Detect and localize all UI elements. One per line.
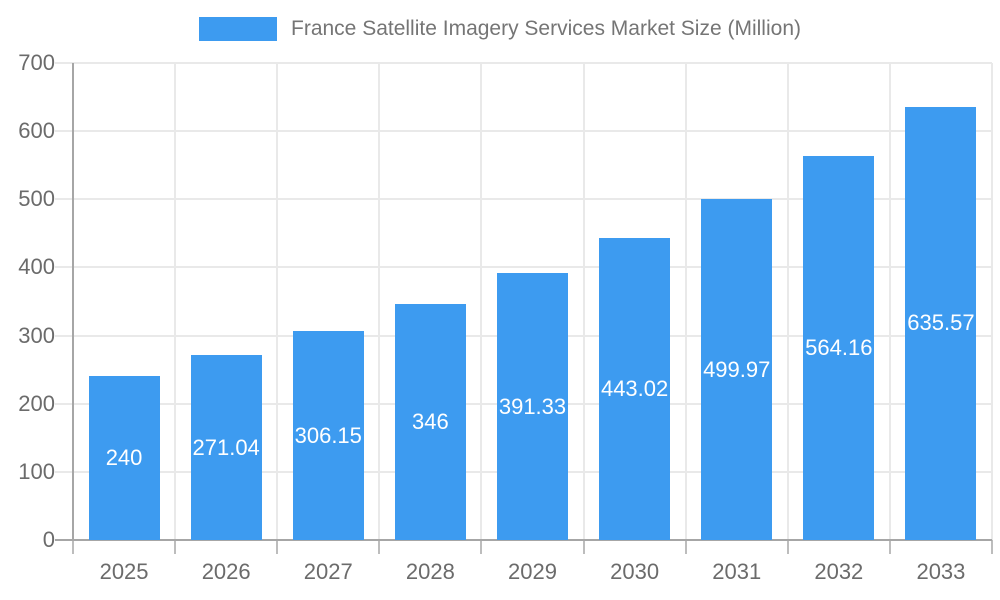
bar[interactable] (88, 376, 160, 540)
x-axis-tick (991, 540, 993, 554)
bar-value-label: 391.33 (498, 393, 567, 419)
bar-value-label: 564.16 (805, 334, 873, 360)
bar[interactable] (394, 304, 466, 540)
x-axis-tick (72, 540, 74, 554)
y-gridline (55, 198, 992, 201)
x-axis-label: 2025 (99, 559, 149, 584)
x-gridline (378, 63, 381, 540)
bar[interactable] (803, 155, 875, 540)
y-axis-label: 300 (18, 322, 55, 348)
x-axis-label: 2032 (814, 559, 864, 584)
x-axis-label: 2027 (303, 559, 353, 584)
bar-value-label: 443.02 (600, 376, 669, 402)
x-gridline (480, 63, 483, 540)
x-axis-tick (582, 540, 585, 554)
y-axis-label: 500 (18, 186, 55, 212)
legend-label: France Satellite Imagery Services Market… (291, 17, 801, 40)
x-axis-label: 2031 (712, 559, 762, 584)
x-axis-line (55, 539, 992, 541)
x-gridline (888, 63, 891, 540)
bar[interactable] (599, 238, 671, 540)
y-axis-label: 200 (18, 390, 55, 416)
x-gridline (174, 63, 177, 540)
y-gridline (55, 62, 992, 64)
x-axis-tick (684, 540, 687, 554)
y-axis-label: 0 (42, 527, 55, 552)
x-axis-tick (786, 540, 789, 554)
x-axis-label: 2030 (610, 559, 660, 584)
y-axis-label: 400 (18, 254, 55, 280)
x-gridline (276, 63, 279, 540)
bar[interactable] (190, 355, 262, 540)
bar-value-label: 635.57 (907, 310, 975, 336)
legend-item[interactable]: France Satellite Imagery Services Market… (199, 17, 801, 41)
legend: France Satellite Imagery Services Market… (0, 17, 1000, 41)
y-axis-label: 700 (18, 50, 55, 75)
bar-value-label: 499.97 (703, 356, 771, 382)
y-gridline (55, 266, 992, 269)
bar[interactable] (292, 331, 364, 540)
x-axis-label: 2026 (201, 559, 251, 584)
x-gridline (786, 63, 789, 540)
bar-value-label: 346 (412, 409, 449, 435)
x-axis-label: 2028 (405, 559, 455, 584)
x-axis-tick (378, 540, 381, 554)
x-axis-label: 2029 (508, 559, 557, 584)
y-axis-label: 600 (18, 118, 55, 144)
bar[interactable] (497, 273, 568, 540)
y-axis-line (72, 63, 74, 540)
x-axis-tick (888, 540, 891, 554)
legend-swatch (199, 17, 277, 41)
x-axis-tick (480, 540, 483, 554)
x-axis-tick (276, 540, 279, 554)
y-gridline (55, 130, 992, 133)
bar[interactable] (905, 106, 977, 540)
bar[interactable] (701, 199, 773, 540)
bar-value-label: 240 (105, 445, 143, 471)
bar-value-label: 271.04 (192, 434, 260, 460)
x-axis-label: 2033 (916, 559, 966, 584)
x-axis-tick (174, 540, 177, 554)
y-axis-label: 100 (18, 458, 55, 484)
x-gridline (991, 63, 993, 540)
x-gridline (582, 63, 585, 540)
x-gridline (684, 63, 687, 540)
bar-value-label: 306.15 (294, 422, 362, 448)
